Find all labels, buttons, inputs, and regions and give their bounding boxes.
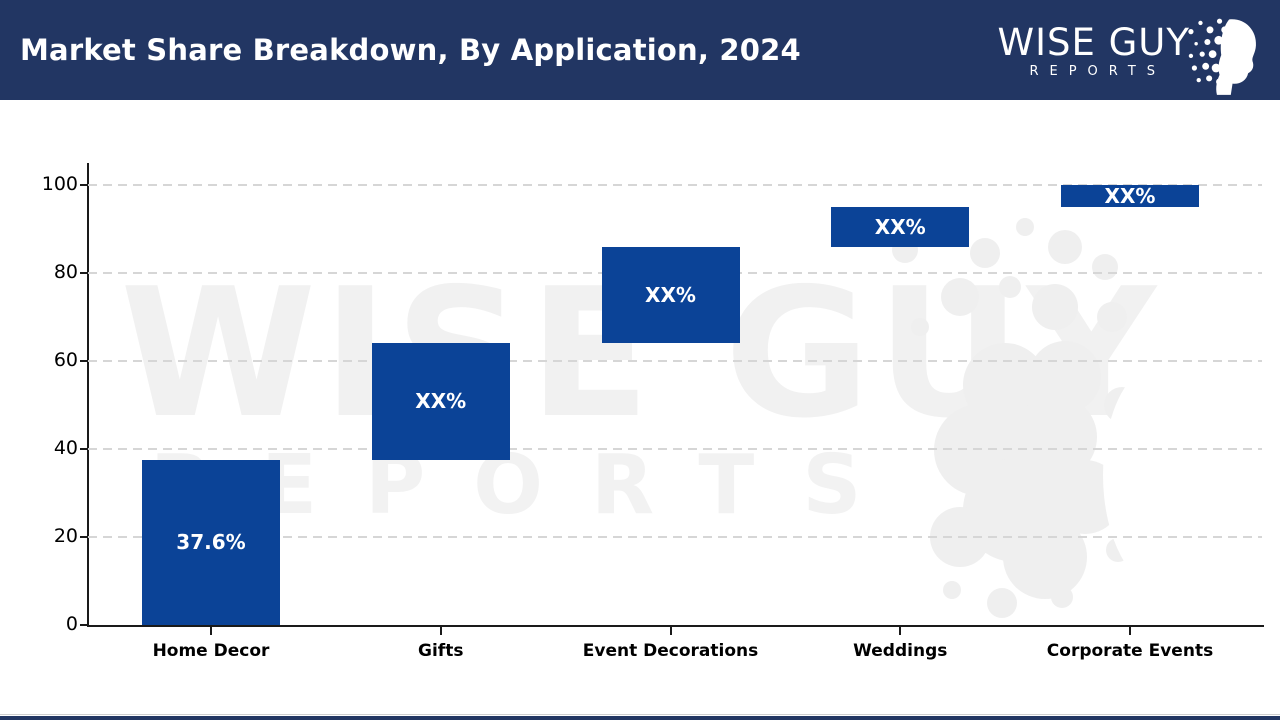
x-axis — [87, 625, 1264, 627]
category-label: Gifts — [418, 641, 464, 661]
face-dots-icon — [1188, 18, 1256, 95]
chart-plot-area: WISE GUY REPORTS 0 20 40 60 80 100 37.6% Home D… — [0, 100, 1280, 716]
y-tick-80 — [80, 272, 88, 274]
brand-name: WISE GUY — [997, 21, 1190, 64]
category-label: Event Decorations — [582, 641, 759, 661]
bar-segment: XX% — [1061, 184, 1199, 208]
bar-value-label: XX% — [1104, 184, 1156, 208]
page-title: Market Share Breakdown, By Application, … — [20, 33, 801, 67]
bar-segment: XX% — [601, 246, 740, 344]
x-tick-4 — [1129, 627, 1131, 635]
x-tick-1 — [439, 627, 442, 635]
category-label: Home Decor — [152, 641, 270, 661]
y-tick-label-100: 100 — [41, 173, 78, 195]
header-bar: Market Share Breakdown, By Application, … — [0, 0, 1280, 100]
footer-bar — [0, 716, 1280, 720]
y-axis — [87, 163, 89, 627]
y-tick-label-60: 60 — [53, 349, 78, 371]
gridline-100 — [88, 184, 1262, 186]
gridline-60 — [88, 360, 1262, 362]
footer-divider — [0, 714, 1280, 715]
y-tick-100 — [80, 184, 88, 186]
bar-value-label: 37.6% — [176, 530, 246, 555]
x-tick-3 — [899, 627, 902, 635]
bar-value-label: XX% — [645, 282, 696, 307]
y-tick-40 — [80, 448, 88, 450]
y-tick-label-80: 80 — [53, 261, 78, 283]
bar-segment: 37.6% — [142, 459, 280, 625]
y-tick-60 — [80, 360, 88, 362]
y-tick-label-40: 40 — [53, 437, 78, 459]
brand-subname: REPORTS — [1029, 64, 1167, 79]
bar-segment: XX% — [371, 343, 510, 460]
gridline-20 — [88, 536, 1262, 538]
brand-logo: WISE GUY REPORTS — [998, 10, 1262, 95]
brand-logo-text: WISE GUY REPORTS — [998, 24, 1190, 79]
y-tick-20 — [80, 536, 88, 538]
category-label: Weddings — [853, 641, 948, 661]
x-tick-2 — [669, 627, 672, 635]
x-tick-0 — [210, 627, 212, 635]
category-label: Corporate Events — [1046, 641, 1214, 661]
y-tick-label-0: 0 — [65, 613, 78, 635]
gridline-40 — [88, 448, 1262, 450]
bar-value-label: XX% — [874, 214, 926, 239]
watermark-face-dots — [892, 218, 1190, 618]
y-tick-0 — [80, 624, 88, 626]
bar-segment: XX% — [831, 207, 970, 247]
bar-value-label: XX% — [415, 389, 467, 414]
y-tick-label-20: 20 — [53, 525, 78, 547]
